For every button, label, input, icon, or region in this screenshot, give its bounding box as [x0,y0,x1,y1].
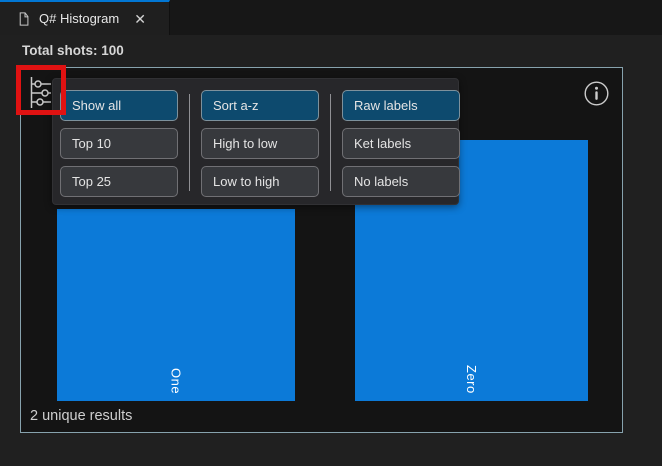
raw-labels-button[interactable]: Raw labels [342,90,460,121]
popup-divider [189,94,190,191]
sort-az-button[interactable]: Sort a-z [201,90,319,121]
tab-label: Q# Histogram [39,11,120,26]
info-icon [583,80,610,107]
total-shots-text: Total shots: 100 [22,43,124,58]
popup-filter-column: Show all Top 10 Top 25 [60,90,178,197]
show-all-button[interactable]: Show all [60,90,178,121]
popup-sort-column: Sort a-z High to low Low to high [201,90,319,197]
settings-sliders-icon [27,74,54,111]
settings-sliders-button[interactable] [23,71,57,113]
ket-labels-button[interactable]: Ket labels [342,128,460,159]
no-labels-button[interactable]: No labels [342,166,460,197]
tab-qsharp-histogram[interactable]: Q# Histogram ✕ [0,0,170,35]
popup-labels-column: Raw labels Ket labels No labels [342,90,460,197]
file-icon [16,11,31,27]
low-to-high-button[interactable]: Low to high [201,166,319,197]
histogram-panel: One Zero Show all Top 10 Top 25 Sort a-z… [20,67,623,433]
high-to-low-button[interactable]: High to low [201,128,319,159]
top-10-button[interactable]: Top 10 [60,128,178,159]
close-icon[interactable]: ✕ [134,10,146,27]
popup-divider [330,94,331,191]
tab-bar: Q# Histogram ✕ [0,0,662,35]
info-button[interactable] [582,79,610,107]
histogram-bar-one[interactable]: One [57,209,295,401]
bar-label-zero: Zero [464,365,479,394]
bar-label-one: One [168,367,184,394]
top-25-button[interactable]: Top 25 [60,166,178,197]
histogram-settings-popup: Show all Top 10 Top 25 Sort a-z High to … [52,78,460,205]
unique-results-text: 2 unique results [30,408,133,424]
